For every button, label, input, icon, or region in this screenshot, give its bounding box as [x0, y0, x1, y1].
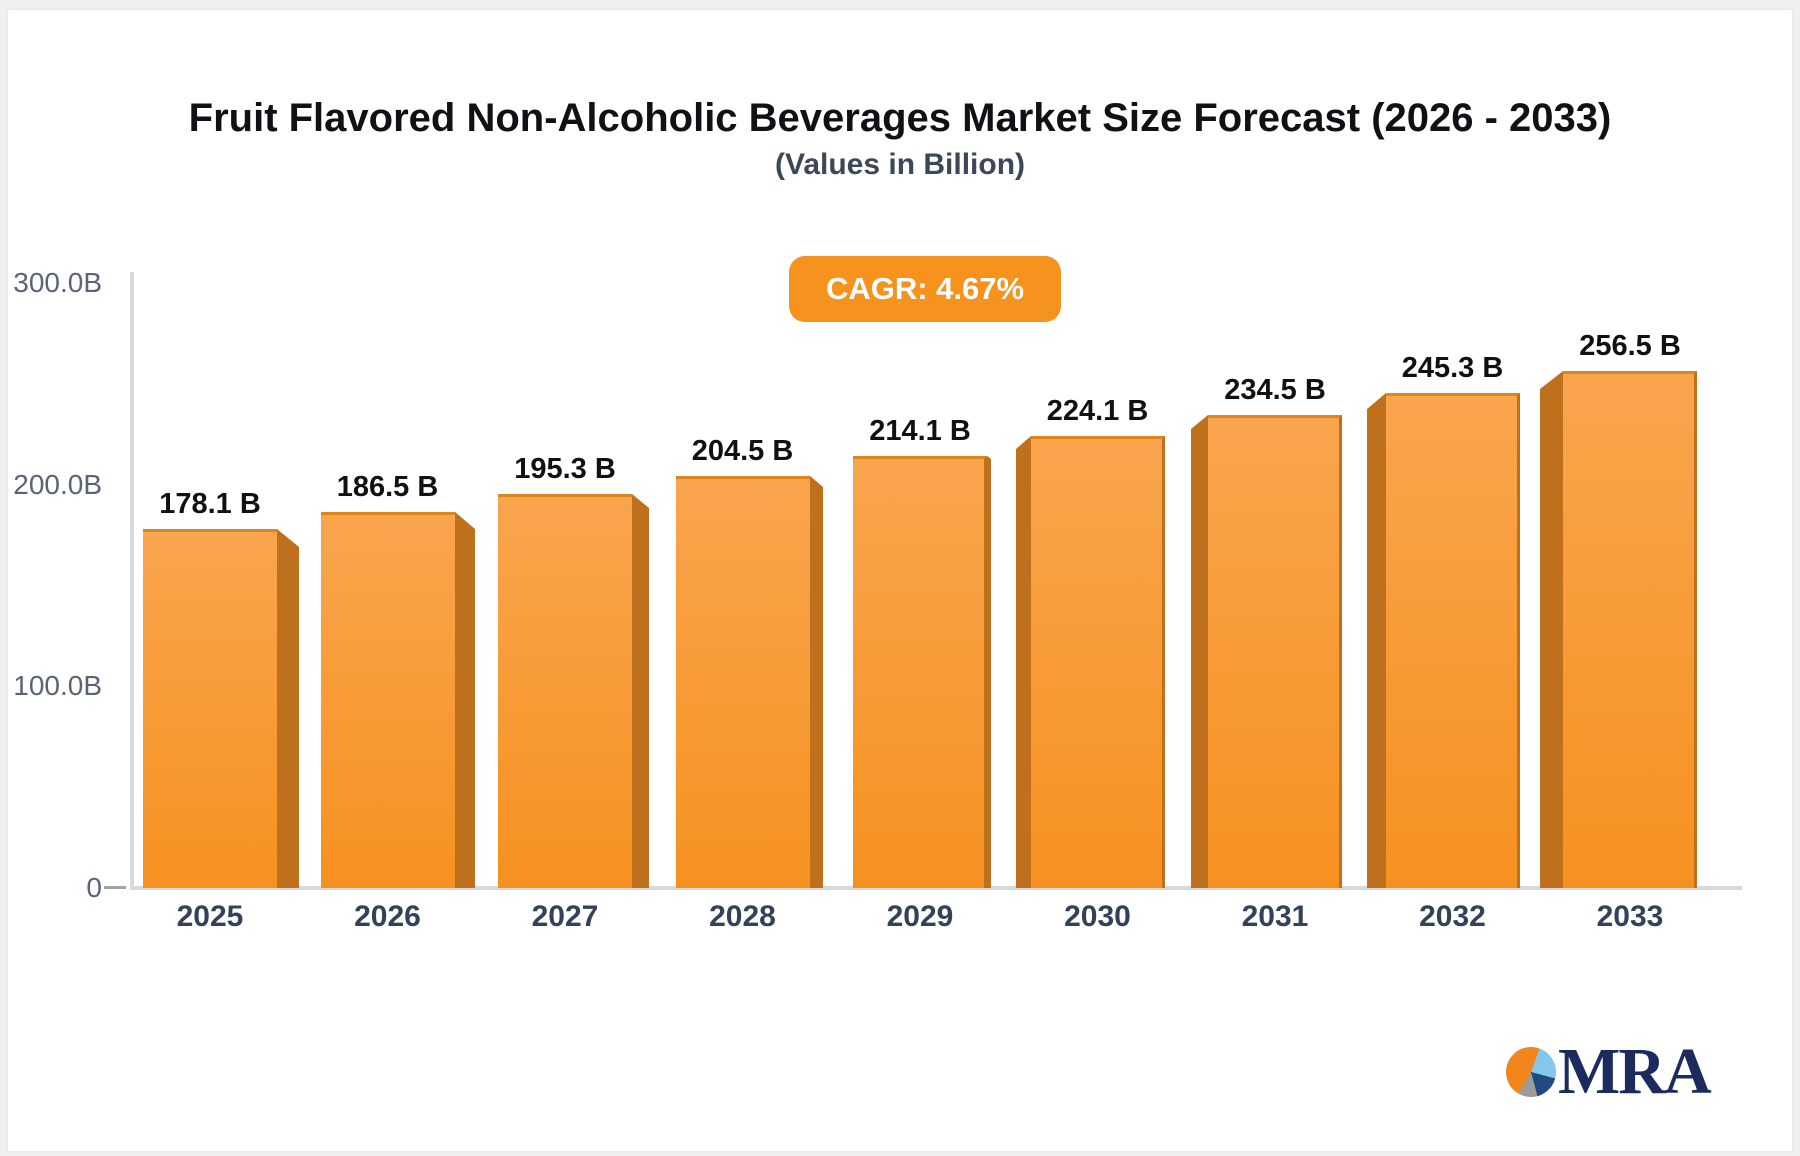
x-axis-label-2030: 2030 — [1064, 900, 1131, 933]
x-axis-label-2025: 2025 — [176, 900, 244, 933]
bar-2033 — [1563, 371, 1697, 888]
bar-value-label-2031: 234.5 B — [1224, 374, 1326, 406]
bar-value-label-2032: 245.3 B — [1401, 352, 1504, 384]
bar-side-face-2026 — [455, 512, 475, 888]
chart-title: Fruit Flavored Non-Alcoholic Beverages M… — [188, 96, 1612, 140]
pie-chart-logo-icon — [1506, 1047, 1556, 1097]
x-axis-label-2029: 2029 — [886, 900, 954, 933]
x-axis-label-2027: 2027 — [531, 900, 599, 933]
mra-logo-text: MRA — [1558, 1035, 1712, 1108]
bar-side-face-2028 — [810, 476, 823, 888]
bar-2028 — [676, 476, 810, 888]
bar-value-label-2025: 178.1 B — [159, 488, 261, 520]
cagr-badge-label: CAGR: 4.67% — [825, 271, 1025, 306]
mra-logo: MRA — [1506, 1030, 1766, 1120]
cagr-badge: CAGR: 4.67% — [789, 256, 1061, 322]
x-axis-label-2031: 2031 — [1241, 900, 1309, 933]
x-axis-label-2028: 2028 — [709, 900, 776, 933]
bar-side-face-2032 — [1367, 393, 1386, 888]
bar-2027 — [498, 494, 632, 888]
bar-value-label-2033: 256.5 B — [1579, 330, 1681, 362]
x-axis-label-2033: 2033 — [1596, 900, 1664, 933]
bar-value-label-2029: 214.1 B — [869, 415, 971, 447]
bar-value-label-2028: 204.5 B — [691, 435, 794, 467]
x-axis-label-2032: 2032 — [1419, 900, 1486, 933]
bar-side-face-2031 — [1191, 415, 1208, 888]
bar-2025 — [143, 529, 277, 888]
bar-value-label-2027: 195.3 B — [514, 453, 616, 485]
bar-2032 — [1386, 393, 1520, 888]
bar-2031 — [1208, 415, 1342, 888]
y-axis-line — [130, 272, 134, 890]
bar-side-face-2027 — [632, 494, 649, 888]
y-axis-tick-label: 200.0B — [13, 468, 102, 500]
x-axis-line — [130, 886, 1742, 890]
bar-2026 — [321, 512, 455, 888]
y-axis-tick-label: 0 — [86, 872, 102, 903]
y-axis-tick-label: 100.0B — [13, 670, 102, 702]
chart-subtitle: (Values in Billion) — [774, 148, 1026, 181]
y-axis-tick-label: 300.0B — [13, 267, 102, 298]
x-axis-label-2026: 2026 — [354, 900, 421, 933]
bar-2030 — [1031, 436, 1165, 888]
bar-value-label-2030: 224.1 B — [1046, 395, 1149, 427]
bar-value-label-2026: 186.5 B — [336, 471, 439, 503]
bar-side-face-2033 — [1540, 371, 1563, 888]
bar-side-face-2030 — [1016, 436, 1031, 888]
bar-2029 — [853, 456, 987, 888]
zero-tick-mark — [104, 886, 126, 889]
bar-side-face-2025 — [277, 529, 299, 888]
bar-side-face-2029 — [987, 456, 991, 888]
